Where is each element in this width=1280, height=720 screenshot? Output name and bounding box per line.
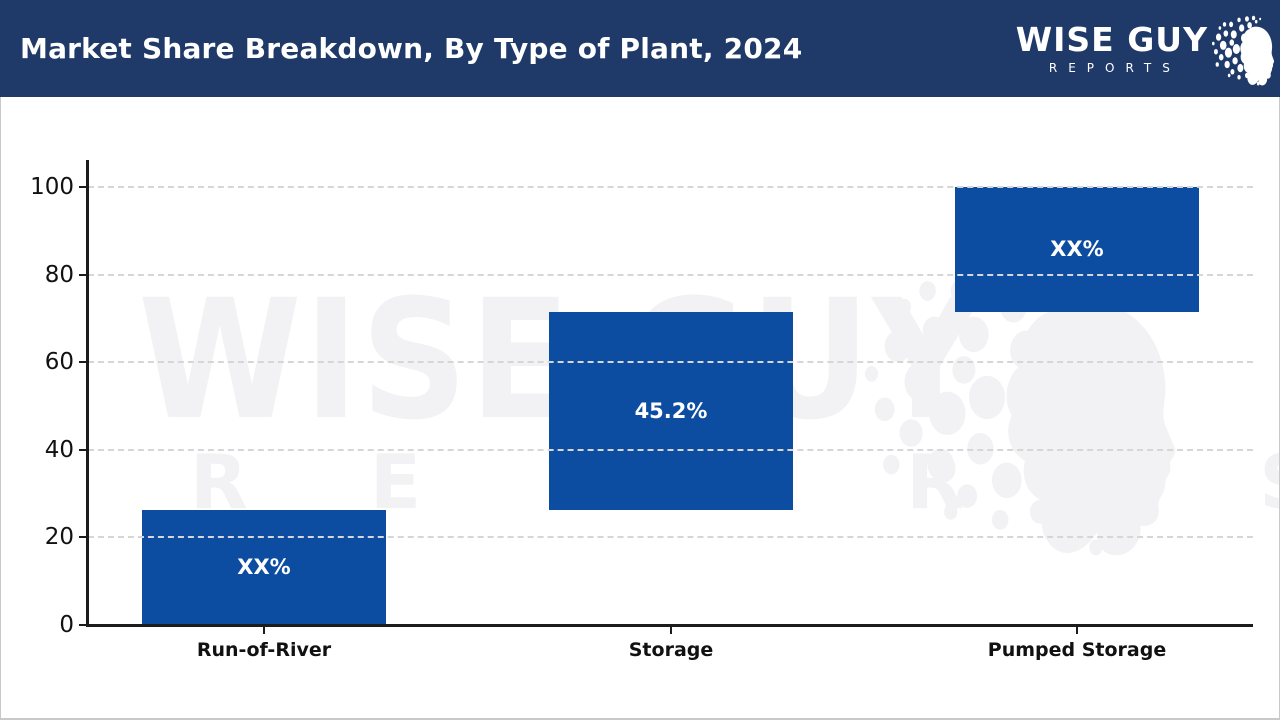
page-title: Market Share Breakdown, By Type of Plant…	[20, 32, 803, 65]
y-axis-spine	[86, 160, 89, 627]
gridline	[88, 361, 1253, 364]
x-axis-tick	[670, 626, 672, 634]
logo-wordmark: WISE GUY	[1015, 20, 1208, 59]
header-bar: Market Share Breakdown, By Type of Plant…	[0, 0, 1280, 97]
y-axis-tick	[79, 361, 88, 364]
y-axis-tick	[79, 624, 88, 626]
gridline	[88, 273, 1253, 276]
logo-subtitle: REPORTS	[1048, 61, 1181, 75]
gridline	[88, 536, 1253, 539]
y-axis-tick	[79, 536, 88, 539]
x-axis-category-label: Pumped Storage	[987, 639, 1167, 661]
bar-value-label: 45.2%	[634, 398, 708, 423]
x-axis-spine	[86, 624, 1253, 627]
bar-run-of-river	[142, 509, 386, 625]
bar-storage	[549, 311, 793, 510]
y-axis-tick	[79, 186, 88, 188]
y-axis-tick-label: 40	[44, 436, 74, 463]
y-axis-tick-label: 80	[44, 261, 74, 288]
y-axis-tick-label: 0	[59, 612, 74, 638]
y-axis-tick-label: 100	[30, 174, 74, 200]
gridline	[88, 186, 1253, 188]
y-axis-tick	[79, 273, 88, 276]
x-axis-tick	[1076, 626, 1078, 634]
dotted-face-logo-icon	[1211, 15, 1275, 86]
x-axis-tick	[263, 626, 265, 634]
gridline	[88, 448, 1253, 451]
wiseguy-logo: WISE GUY REPORTS	[1016, 5, 1276, 93]
bar-value-label: XX%	[1050, 237, 1104, 262]
y-axis-tick	[79, 448, 88, 451]
bottom-edge-line	[0, 718, 1280, 720]
x-axis-category-label: Run-of-River	[196, 639, 332, 661]
wiseguy-logo-text: WISE GUY REPORTS	[1016, 23, 1208, 75]
bar-pumped-storage	[955, 187, 1199, 312]
y-axis-tick-label: 20	[44, 524, 74, 551]
bar-value-label: XX%	[237, 555, 291, 580]
x-axis-category-label: Storage	[628, 639, 714, 661]
y-axis-tick-label: 60	[44, 349, 74, 376]
left-edge-line	[0, 97, 1, 720]
